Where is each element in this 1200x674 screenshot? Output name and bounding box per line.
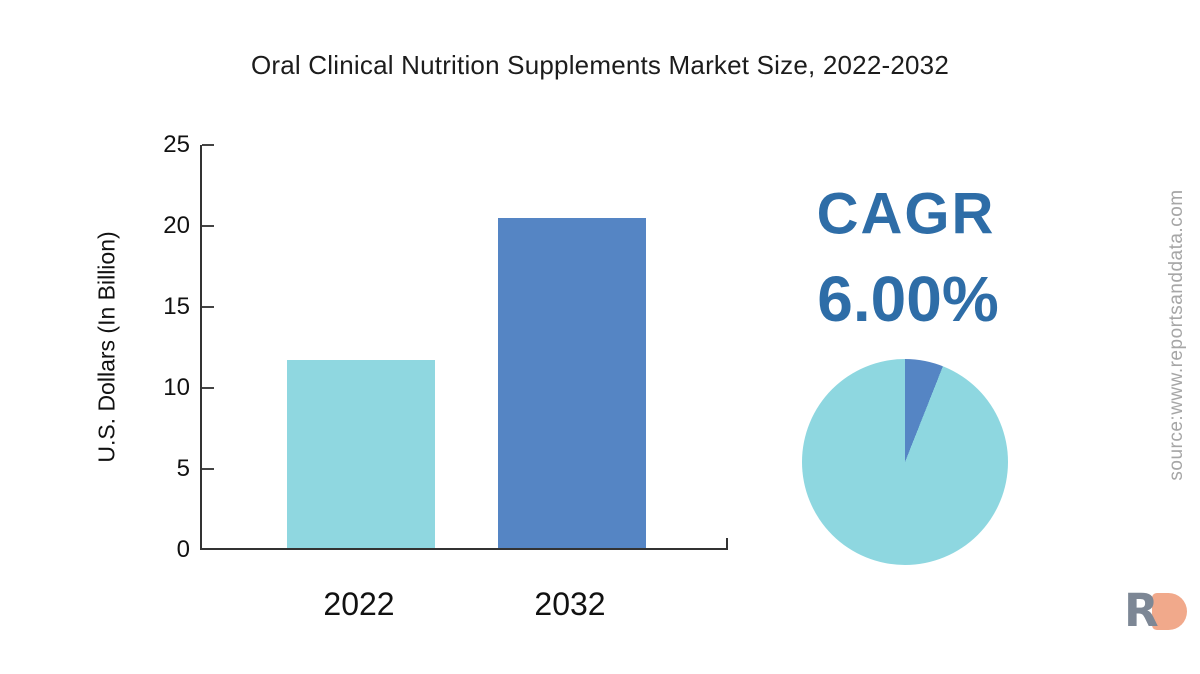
source-attribution: source:www.reportsanddata.com	[1166, 189, 1187, 481]
y-tick-mark	[202, 306, 214, 308]
chart-title: Oral Clinical Nutrition Supplements Mark…	[250, 50, 950, 80]
cagr-label: CAGR	[816, 181, 996, 247]
y-tick-label: 0	[176, 536, 190, 563]
logo-d-shape	[1152, 593, 1187, 630]
bar-plot	[200, 144, 728, 550]
x-tick-label-2032: 2032	[534, 586, 606, 622]
cagr-pie-chart	[802, 359, 1008, 565]
y-tick-label: 15	[163, 293, 190, 320]
y-tick-mark	[202, 225, 214, 227]
bar-2032	[498, 218, 646, 548]
logo-letter-r: R	[1124, 584, 1159, 637]
y-axis-label: U.S. Dollars (In Billion)	[93, 231, 120, 463]
y-tick-label: 10	[163, 374, 190, 401]
y-tick-mark	[202, 144, 214, 146]
y-tick-mark	[202, 468, 214, 470]
bar-2022	[287, 360, 435, 548]
reports-and-data-logo: R	[1124, 584, 1190, 637]
y-tick-label: 20	[163, 212, 190, 239]
y-tick-mark	[202, 387, 214, 389]
y-tick-label: 25	[163, 131, 190, 158]
cagr-value: 6.00%	[817, 263, 999, 335]
y-tick-label: 5	[176, 455, 190, 482]
x-tick-label-2022: 2022	[323, 586, 395, 622]
axis-corner-stub	[726, 538, 728, 548]
